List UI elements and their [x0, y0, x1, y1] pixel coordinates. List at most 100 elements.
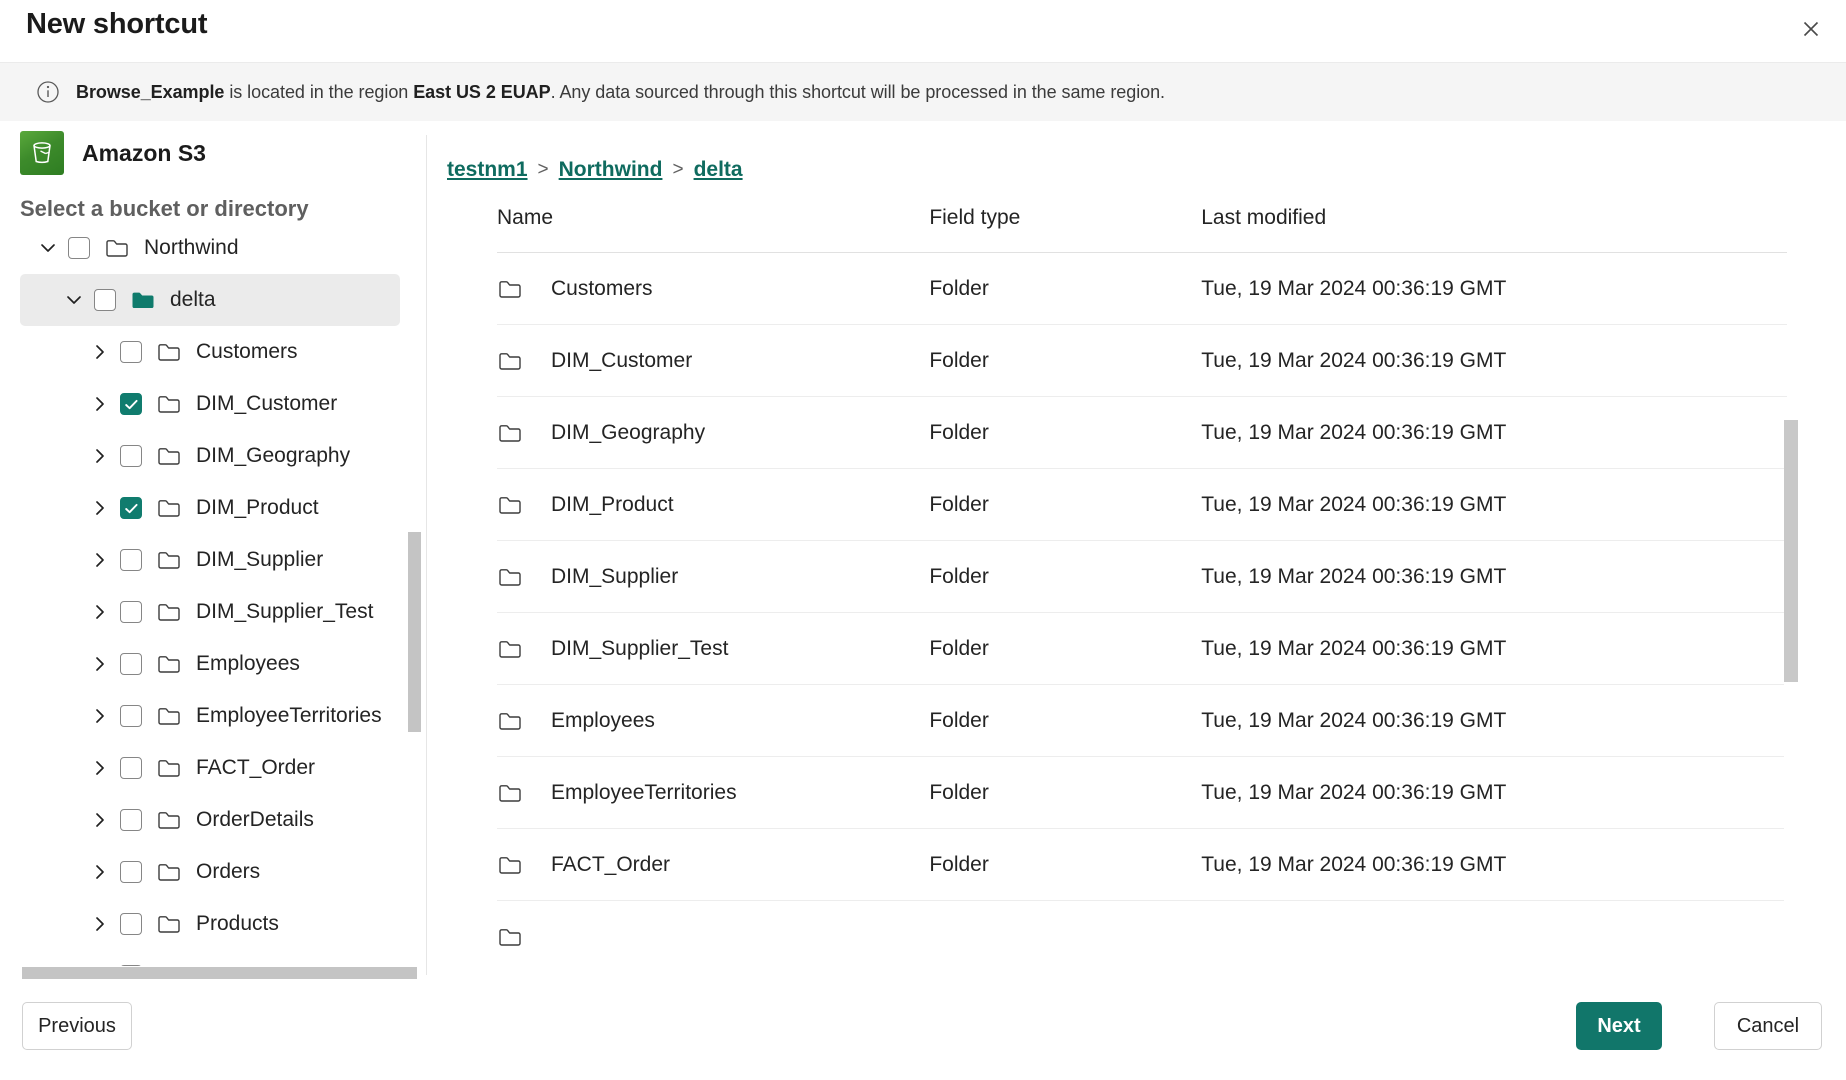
tree-item-dim-product[interactable]: DIM_Product — [20, 482, 400, 534]
tree-item-checkbox[interactable] — [94, 289, 116, 311]
expand-collapse-chevron-right[interactable] — [86, 338, 114, 366]
breadcrumb-link-testnm1[interactable]: testnm1 — [447, 158, 528, 181]
tree-item-dim-supplier-test[interactable]: DIM_Supplier_Test — [20, 586, 400, 638]
data-source-header: Amazon S3 — [20, 131, 206, 175]
tree-horizontal-scrollbar-thumb[interactable] — [22, 967, 417, 979]
region-name: East US 2 EUAP — [413, 81, 551, 102]
close-button[interactable] — [1790, 8, 1832, 50]
tree-item-checkbox[interactable] — [120, 341, 142, 363]
name-cell-content: FACT_Order — [497, 852, 929, 878]
table-vertical-scrollbar-thumb[interactable] — [1784, 420, 1798, 682]
tree-item-checkbox[interactable] — [68, 237, 90, 259]
expand-collapse-chevron-right[interactable] — [86, 494, 114, 522]
previous-button[interactable]: Previous — [22, 1002, 132, 1050]
tree-item-label: DIM_Supplier_Test — [196, 600, 374, 623]
table-row[interactable]: DIM_Customer Folder Tue, 19 Mar 2024 00:36… — [497, 324, 1787, 397]
close-icon — [1803, 21, 1819, 37]
chevron-right-icon — [96, 345, 104, 359]
tree-item-employeeterritories[interactable]: EmployeeTerritories — [20, 690, 400, 742]
expand-collapse-chevron-right[interactable] — [86, 858, 114, 886]
tree-item-checkbox[interactable] — [120, 393, 142, 415]
cell-field-type: Folder — [929, 612, 1202, 685]
expand-collapse-chevron-right[interactable] — [86, 910, 114, 938]
cell-last-modified: Tue, 19 Mar 2024 00:36:19 GMT — [1201, 540, 1787, 613]
expand-collapse-chevron-down[interactable] — [34, 234, 62, 262]
info-mid-text: is located in the region — [224, 81, 414, 102]
tree-item-checkbox[interactable] — [120, 549, 142, 571]
table-vertical-scrollbar[interactable] — [1784, 420, 1798, 970]
breadcrumb-link-northwind[interactable]: Northwind — [558, 158, 663, 181]
tree-item-dim-geography[interactable]: DIM_Geography — [20, 430, 400, 482]
breadcrumb-link-delta[interactable]: delta — [693, 158, 743, 181]
table-row[interactable]: Customers Folder Tue, 19 Mar 2024 00:36:19… — [497, 252, 1787, 325]
folder-icon — [156, 911, 182, 937]
tree-item-checkbox[interactable] — [120, 705, 142, 727]
tree-item-checkbox[interactable] — [120, 653, 142, 675]
table-row[interactable]: FACT_Order Folder Tue, 19 Mar 2024 00:36:1… — [497, 828, 1787, 901]
expand-collapse-chevron-right[interactable] — [86, 650, 114, 678]
name-cell-content: EmployeeTerritories — [497, 780, 929, 806]
folder-icon — [497, 708, 523, 734]
expand-collapse-chevron-down[interactable] — [60, 286, 88, 314]
tree-item-employees[interactable]: Employees — [20, 638, 400, 690]
tree-item-products[interactable]: Products — [20, 898, 400, 950]
chevron-right-icon — [96, 501, 104, 515]
region-info-text: Browse_Example is located in the region … — [76, 82, 1165, 103]
tree-item-dim-customer[interactable]: DIM_Customer — [20, 378, 400, 430]
expand-collapse-chevron-right[interactable] — [86, 754, 114, 782]
name-cell-content: DIM_Supplier_Test — [497, 636, 929, 662]
column-header-last-modified[interactable]: Last modified — [1201, 206, 1787, 253]
folder-icon — [156, 651, 182, 677]
expand-collapse-chevron-right[interactable] — [86, 390, 114, 418]
folder-icon — [158, 448, 180, 465]
tree-vertical-scrollbar-thumb[interactable] — [408, 532, 421, 732]
tree-item-checkbox[interactable] — [120, 601, 142, 623]
tree-item-customers[interactable]: Customers — [20, 326, 400, 378]
name-cell-content: DIM_Supplier — [497, 564, 929, 590]
column-header-name[interactable]: Name — [497, 206, 930, 253]
table-row[interactable]: EmployeeTerritories Folder Tue, 19 Mar 202… — [497, 756, 1787, 829]
expand-collapse-chevron-right[interactable] — [86, 546, 114, 574]
table-row[interactable]: Employees Folder Tue, 19 Mar 2024 00:36:19… — [497, 684, 1787, 757]
next-button[interactable]: Next — [1576, 1002, 1662, 1050]
info-icon — [36, 80, 60, 104]
row-name-label: DIM_Geography — [551, 420, 706, 444]
breadcrumb[interactable]: testnm1 > Northwind > delta — [447, 158, 743, 182]
tree-item-checkbox[interactable] — [120, 497, 142, 519]
tree-item-orderdetails[interactable]: OrderDetails — [20, 794, 400, 846]
table-row[interactable] — [497, 900, 1787, 970]
expand-collapse-chevron-right[interactable] — [86, 598, 114, 626]
tree-vertical-scrollbar[interactable] — [407, 222, 421, 967]
table-row[interactable]: DIM_Geography Folder Tue, 19 Mar 2024 00:3… — [497, 396, 1787, 469]
expand-collapse-chevron-right[interactable] — [86, 806, 114, 834]
tree-horizontal-scrollbar[interactable] — [22, 966, 417, 980]
tree-item-checkbox[interactable] — [120, 757, 142, 779]
expand-collapse-chevron-right[interactable] — [86, 442, 114, 470]
tree-item-fact-order[interactable]: FACT_Order — [20, 742, 400, 794]
tree-item-regions[interactable]: Regions — [20, 950, 400, 967]
column-header-field-type[interactable]: Field type — [929, 206, 1202, 253]
bucket-directory-tree[interactable]: Northwind delta Customers DIM_Customer DIM_G… — [0, 222, 420, 967]
table-row[interactable]: DIM_Product Folder Tue, 19 Mar 2024 00:36:… — [497, 468, 1787, 541]
table-row[interactable]: DIM_Supplier Folder Tue, 19 Mar 2024 00:36… — [497, 540, 1787, 613]
dialog-titlebar: New shortcut — [0, 0, 1846, 63]
tree-item-orders[interactable]: Orders — [20, 846, 400, 898]
cancel-button[interactable]: Cancel — [1714, 1002, 1822, 1050]
chevron-right-icon — [96, 709, 104, 723]
tree-item-checkbox[interactable] — [120, 809, 142, 831]
tree-item-checkbox[interactable] — [120, 861, 142, 883]
expand-collapse-chevron-right[interactable] — [86, 702, 114, 730]
tree-item-checkbox[interactable] — [120, 913, 142, 935]
folder-icon — [158, 396, 180, 413]
tree-scroll-area[interactable]: Northwind delta Customers DIM_Customer DIM_G… — [0, 222, 420, 967]
tree-item-northwind[interactable]: Northwind — [20, 222, 400, 274]
folder-icon — [158, 916, 180, 933]
tree-item-delta[interactable]: delta — [20, 274, 400, 326]
row-name-label: Employees — [551, 708, 655, 732]
table-row[interactable]: DIM_Supplier_Test Folder Tue, 19 Mar 2024 … — [497, 612, 1787, 685]
cell-field-type: Folder — [929, 396, 1202, 469]
folder-icon — [156, 443, 182, 469]
tree-item-dim-supplier[interactable]: DIM_Supplier — [20, 534, 400, 586]
tree-item-checkbox[interactable] — [120, 445, 142, 467]
cell-field-type — [929, 900, 1202, 970]
